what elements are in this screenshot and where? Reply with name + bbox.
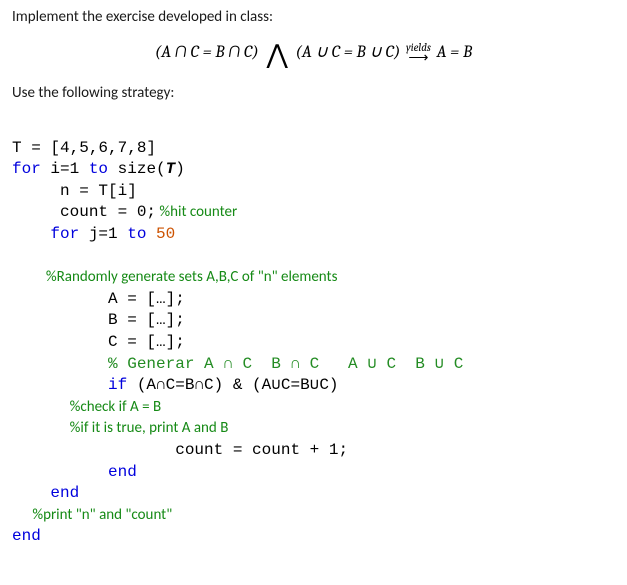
instruction-line-1: Implement the exercise developed in clas… xyxy=(12,8,615,26)
yields-arrow: yields ⟶ xyxy=(406,42,431,64)
code-l2-c: size( xyxy=(108,160,166,178)
code-line-A: A = […]; xyxy=(12,290,185,308)
arrow-icon: ⟶ xyxy=(408,49,428,66)
code-l5-pad xyxy=(12,225,50,243)
kw-for-outer: for xyxy=(12,160,41,178)
kw-end-inner: end xyxy=(50,484,79,502)
formula-left: (A ∩ C = B ∩ C) xyxy=(155,43,259,62)
pseudocode-block: T = [4,5,6,7,8] for i=1 to size(T) n = T… xyxy=(12,116,615,548)
comment-generar-sets: A ∩ C B ∩ C A ∪ C B ∪ C xyxy=(204,355,463,373)
kw-end-if: end xyxy=(108,463,137,481)
kw-for-inner: for xyxy=(50,225,79,243)
math-formula: (A ∩ C = B ∩ C) ⋀ (A ∪ C = B ∪ C) yields… xyxy=(12,40,615,70)
code-line-3: n = T[i] xyxy=(12,182,137,200)
comment-check-ab: %check if A = B xyxy=(12,398,161,416)
code-l5-b: j=1 xyxy=(79,225,127,243)
comment-hit-counter: %hit counter xyxy=(156,203,237,221)
code-line-C: C = […]; xyxy=(12,333,185,351)
code-line-B: B = […]; xyxy=(12,311,185,329)
comment-print-ab: %if it is true, print A and B xyxy=(12,419,228,437)
kw-to-2: to xyxy=(127,225,146,243)
code-l10-pad xyxy=(12,376,108,394)
code-l5-sp xyxy=(146,225,156,243)
comment-generar-a: % Generar xyxy=(108,355,204,373)
code-if-cond: (A∩C=B∩C) & (A∪C=B∪C) xyxy=(127,376,338,394)
comment-print-n-count: %print "n" and "count" xyxy=(12,506,172,524)
num-50: 50 xyxy=(156,225,175,243)
code-l9-pad xyxy=(12,355,108,373)
code-l13-pad xyxy=(12,484,50,502)
formula-right: (A ∪ C = B ∪ C) xyxy=(296,43,401,62)
code-l2-b: i=1 xyxy=(41,160,89,178)
code-count-inc: count = count + 1; xyxy=(12,441,348,459)
code-l12-pad xyxy=(12,463,108,481)
code-line-1: T = [4,5,6,7,8] xyxy=(12,139,156,157)
bold-T: T xyxy=(166,160,176,178)
code-l4-a: count = 0; xyxy=(12,203,156,221)
code-l2-d: ) xyxy=(175,160,185,178)
comment-generate-sets: %Randomly generate sets A,B,C of "n" ele… xyxy=(12,268,337,286)
big-wedge-symbol: ⋀ xyxy=(266,40,287,70)
kw-if: if xyxy=(108,376,127,394)
kw-to-1: to xyxy=(89,160,108,178)
formula-conclusion: A = B xyxy=(437,43,472,62)
instruction-line-2: Use the following strategy: xyxy=(12,84,615,102)
kw-end-outer: end xyxy=(12,527,41,545)
